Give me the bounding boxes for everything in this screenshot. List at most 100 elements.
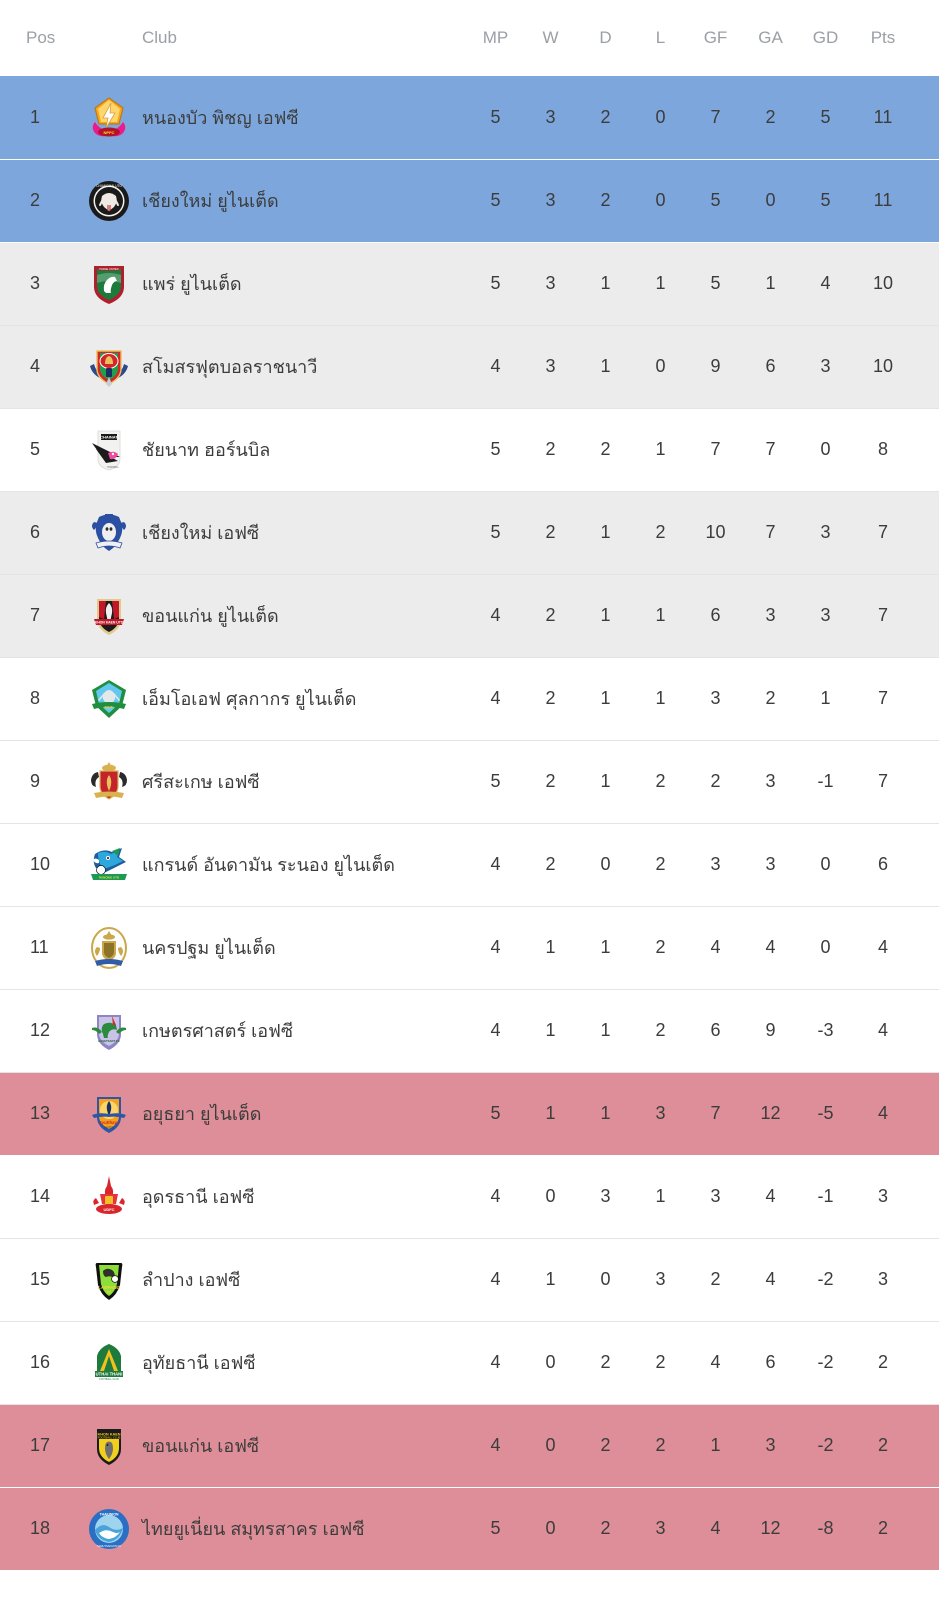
club-name: อุทัยธานี เอฟซี [140, 1321, 468, 1405]
table-row[interactable]: 10 RANONG UTD แกรนด์ อันดามัน ระนอง ยูไนเต… [0, 823, 939, 907]
stat-l: 1 [633, 242, 688, 326]
row-position: 3 [0, 242, 78, 326]
sisaket-fc-crest-icon [86, 759, 132, 805]
table-row[interactable]: 7 KHON KAEN UTD ขอนแก่น ยูไนเต็ด 4 2 1 1 6 3 3 7 [0, 574, 939, 658]
stat-gd: 3 [798, 574, 853, 658]
stat-d: 1 [578, 740, 633, 824]
column-header-l[interactable]: L [633, 0, 688, 76]
table-body: 1 NPFC หนองบัว พิชญ เอฟซี 5 3 2 0 7 2 5 11 2 CHIANGM… [0, 76, 939, 1571]
stat-ga: 3 [743, 823, 798, 907]
stat-mp: 4 [468, 574, 523, 658]
stat-d: 1 [578, 989, 633, 1073]
stat-l: 0 [633, 76, 688, 160]
chiangmai-fc-crest-icon [86, 510, 132, 556]
row-position: 15 [0, 1238, 78, 1322]
table-row[interactable]: 16 UTHAI THANI FOOTBALL CLUB อุทัยธานี เอฟซ… [0, 1321, 939, 1405]
table-row[interactable]: 12 KASETSART FC เกษตรศาสตร์ เอฟซี 4 1 1 2 6 9 -3 4 [0, 989, 939, 1073]
table-row[interactable]: 17 KHON KAEN FOOTBALL CLUB ขอนแก่น เอฟซี 4 0 2… [0, 1404, 939, 1488]
column-header-gd[interactable]: GD [798, 0, 853, 76]
stat-d: 0 [578, 1238, 633, 1322]
stat-pts: 6 [853, 823, 939, 907]
stat-pts: 3 [853, 1155, 939, 1239]
column-header-pts[interactable]: Pts [853, 0, 939, 76]
club-name: แพร่ ยูไนเต็ด [140, 242, 468, 326]
table-row[interactable]: 2 CHIANGMAI UTD เชียงใหม่ ยูไนเต็ด 5 3 2 0 5 0 5 1… [0, 159, 939, 243]
stat-gf: 7 [688, 76, 743, 160]
stat-ga: 6 [743, 325, 798, 409]
table-row[interactable]: 14 UDFC อุดรธานี เอฟซี 4 0 3 1 3 4 -1 3 [0, 1155, 939, 1239]
stat-gd: -2 [798, 1404, 853, 1488]
stat-ga: 3 [743, 574, 798, 658]
table-row[interactable]: 5 CHAINAT HORNBILL ชัยนาท ฮอร์นบิล 5 2 2 1 7 7 0 8 [0, 408, 939, 492]
stat-l: 0 [633, 159, 688, 243]
club-name: สโมสรฟุตบอลราชนาวี [140, 325, 468, 409]
stat-mp: 4 [468, 325, 523, 409]
mof-customs-united-crest-icon: MOF [86, 676, 132, 722]
stat-w: 0 [523, 1155, 578, 1239]
svg-text:HORNBILL: HORNBILL [107, 466, 120, 469]
stat-l: 3 [633, 1487, 688, 1571]
svg-text:NPFC: NPFC [104, 130, 115, 135]
column-header-pos[interactable]: Pos [0, 0, 78, 76]
table-row[interactable]: 11 นครปฐม ยูไนเต็ด 4 1 1 2 4 4 0 4 [0, 906, 939, 990]
stat-ga: 9 [743, 989, 798, 1073]
stat-ga: 7 [743, 491, 798, 575]
stat-pts: 11 [853, 159, 939, 243]
lampang-fc-crest-icon: LAMPANG FC [86, 1257, 132, 1303]
table-row[interactable]: 15 LAMPANG FC ลำปาง เอฟซี 4 1 0 3 2 4 -2 3 [0, 1238, 939, 1322]
stat-w: 3 [523, 76, 578, 160]
club-logo: CHAINAT HORNBILL [78, 408, 140, 492]
column-header-gf[interactable]: GF [688, 0, 743, 76]
svg-text:FOOTBALL CLUB: FOOTBALL CLUB [99, 1378, 119, 1381]
stat-gd: 0 [798, 906, 853, 990]
stat-gd: 0 [798, 823, 853, 907]
table-row[interactable]: 18 THAIUNION SAMUTSAKHON FC ไทยยูเนี่ยน สมุ… [0, 1487, 939, 1571]
stat-pts: 2 [853, 1487, 939, 1571]
stat-ga: 4 [743, 906, 798, 990]
stat-d: 1 [578, 491, 633, 575]
stat-l: 2 [633, 906, 688, 990]
column-header-mp[interactable]: MP [468, 0, 523, 76]
stat-w: 0 [523, 1404, 578, 1488]
row-position: 6 [0, 491, 78, 575]
chainat-hornbill-crest-icon: CHAINAT HORNBILL [86, 427, 132, 473]
table-row[interactable]: 3 PHRAE UNITED แพร่ ยูไนเต็ด 5 3 1 1 5 1 4 10 [0, 242, 939, 326]
svg-text:MOF: MOF [105, 704, 114, 709]
row-position: 4 [0, 325, 78, 409]
stat-w: 3 [523, 242, 578, 326]
stat-gf: 3 [688, 1155, 743, 1239]
row-position: 14 [0, 1155, 78, 1239]
table-row[interactable]: 4 สโมสรฟุตบอลราชนาวี 4 3 1 0 9 6 3 10 [0, 325, 939, 409]
stat-l: 2 [633, 823, 688, 907]
club-logo: LAMPANG FC [78, 1238, 140, 1322]
nongbua-pitchaya-crest-icon: NPFC [86, 94, 132, 140]
club-logo [78, 906, 140, 990]
league-table-container: Pos Club MP W D L GF GA GD Pts 1 NPFC หนอง… [0, 0, 939, 1571]
stat-d: 2 [578, 76, 633, 160]
club-logo [78, 325, 140, 409]
club-name: เชียงใหม่ ยูไนเต็ด [140, 159, 468, 243]
stat-d: 2 [578, 1321, 633, 1405]
column-header-d[interactable]: D [578, 0, 633, 76]
table-row[interactable]: 13 Ayutthaya UNITED อยุธยา ยูไนเต็ด 5 1 1 3 7 12-… [0, 1072, 939, 1156]
table-row[interactable]: 1 NPFC หนองบัว พิชญ เอฟซี 5 3 2 0 7 2 5 11 [0, 76, 939, 160]
stat-w: 0 [523, 1487, 578, 1571]
league-standings-table: Pos Club MP W D L GF GA GD Pts 1 NPFC หนอง… [0, 0, 939, 1571]
column-header-club[interactable]: Club [140, 0, 468, 76]
table-row[interactable]: 8 MOF เอ็มโอเอฟ ศุลกากร ยูไนเต็ด 4 2 1 1 3 2 1 7 [0, 657, 939, 741]
udonthani-fc-crest-icon: UDFC [86, 1174, 132, 1220]
stat-w: 2 [523, 491, 578, 575]
column-header-w[interactable]: W [523, 0, 578, 76]
stat-gd: -1 [798, 1155, 853, 1239]
svg-text:KHON KAEN UTD: KHON KAEN UTD [95, 620, 124, 624]
column-header-ga[interactable]: GA [743, 0, 798, 76]
table-row[interactable]: 6 เชียงใหม่ เอฟซี 5 2 1 2 10 7 3 7 [0, 491, 939, 575]
table-row[interactable]: 9 ศรีสะเกษ เอฟซี 5 2 1 2 2 3 -1 7 [0, 740, 939, 824]
stat-mp: 5 [468, 1072, 523, 1156]
row-position: 2 [0, 159, 78, 243]
stat-w: 3 [523, 325, 578, 409]
stat-ga: 3 [743, 740, 798, 824]
stat-d: 1 [578, 325, 633, 409]
stat-mp: 5 [468, 408, 523, 492]
stat-d: 1 [578, 1072, 633, 1156]
